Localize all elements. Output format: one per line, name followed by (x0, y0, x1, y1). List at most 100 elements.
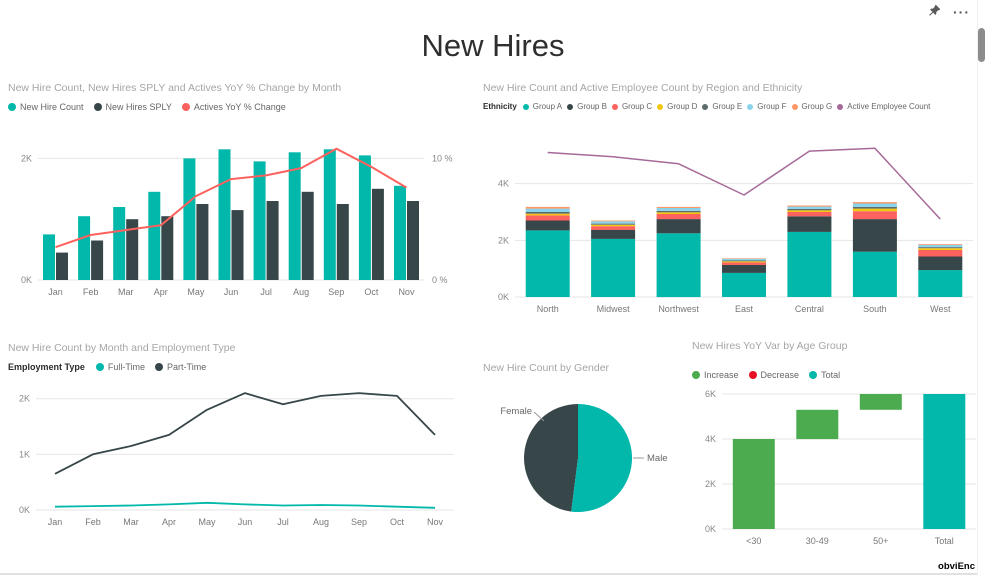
bar-new-hire-count-jan[interactable] (43, 234, 55, 280)
bar-new-hire-count-apr[interactable] (148, 191, 161, 280)
line-active-employee-count[interactable] (547, 147, 941, 220)
pie-slice-female[interactable] (524, 404, 578, 512)
bar-new-hires-sply-mar[interactable] (126, 219, 139, 280)
bar-new-hire-count-mar[interactable] (113, 207, 126, 280)
stack-group-a-midwest[interactable] (591, 238, 636, 297)
stack-group-c-west[interactable] (918, 250, 963, 257)
stack-group-d-central[interactable] (787, 210, 832, 212)
stack-group-g-south[interactable] (852, 202, 897, 204)
legend-item-group-e[interactable]: Group E (702, 102, 742, 111)
legend-item-group-c[interactable]: Group C (611, 102, 652, 111)
stack-group-b-northwest[interactable] (656, 219, 701, 234)
scrollbar[interactable] (977, 0, 986, 575)
bar-new-hires-sply-may[interactable] (196, 204, 209, 280)
stack-group-e-northwest[interactable] (656, 210, 701, 213)
bar-new-hires-sply-jan[interactable] (56, 252, 68, 280)
legend-item-group-a[interactable]: Group A (522, 102, 562, 111)
stack-group-d-south[interactable] (852, 208, 897, 212)
stack-group-f-west[interactable] (918, 244, 963, 248)
legend-item-part-time[interactable]: Part-Time (155, 362, 206, 372)
line-full-time[interactable] (54, 501, 436, 509)
bar-new-hires-sply-nov[interactable] (407, 201, 419, 280)
stack-group-c-east[interactable] (722, 262, 766, 265)
bar-new-hires-sply-feb[interactable] (91, 240, 104, 281)
bar-new-hire-count-jun[interactable] (218, 149, 231, 280)
stack-group-b-west[interactable] (918, 256, 963, 271)
bar-new-hire-count-sep[interactable] (323, 149, 336, 280)
stack-group-g-central[interactable] (787, 205, 832, 207)
waterfall-bar-total[interactable] (923, 394, 966, 529)
legend-item-actives-yoy-change[interactable]: Actives YoY % Change (181, 102, 286, 112)
stack-group-e-west[interactable] (918, 247, 963, 249)
stack-group-d-midwest[interactable] (591, 224, 636, 227)
stack-group-g-east[interactable] (722, 258, 766, 259)
stack-group-a-northwest[interactable] (656, 233, 701, 298)
bar-new-hires-sply-oct[interactable] (371, 188, 384, 280)
line-part-time[interactable] (54, 392, 436, 475)
stack-group-e-north[interactable] (525, 212, 570, 214)
stack-group-d-west[interactable] (918, 248, 963, 250)
legend-item-active-employee-count[interactable]: Active Employee Count (837, 102, 930, 111)
stack-group-c-northwest[interactable] (656, 214, 701, 220)
line-actives-yoy-change[interactable] (55, 147, 408, 249)
stack-group-b-north[interactable] (525, 220, 570, 231)
pin-icon[interactable] (926, 2, 943, 21)
stack-group-d-north[interactable] (525, 213, 570, 216)
bar-new-hire-count-jul[interactable] (253, 161, 266, 280)
legend-item-full-time[interactable]: Full-Time (95, 362, 145, 372)
bar-new-hire-count-oct[interactable] (358, 155, 371, 280)
stack-group-c-midwest[interactable] (591, 226, 636, 230)
waterfall-bar-30-49[interactable] (796, 409, 839, 440)
stack-group-a-north[interactable] (525, 230, 570, 297)
waterfall-bar-50[interactable] (859, 394, 902, 410)
bar-new-hire-count-may[interactable] (183, 158, 196, 280)
stack-group-e-midwest[interactable] (591, 223, 636, 225)
pie-slice-male[interactable] (571, 403, 633, 512)
stack-group-b-south[interactable] (852, 219, 897, 252)
stack-group-g-northwest[interactable] (656, 206, 701, 208)
stack-group-a-east[interactable] (722, 272, 766, 297)
stack-group-c-central[interactable] (787, 212, 832, 217)
bar-new-hire-count-nov[interactable] (394, 185, 406, 280)
bar-new-hires-sply-aug[interactable] (301, 191, 314, 280)
stack-group-f-south[interactable] (852, 203, 897, 207)
stack-group-b-east[interactable] (722, 265, 766, 273)
stack-group-a-south[interactable] (852, 251, 897, 297)
stack-group-c-north[interactable] (525, 215, 570, 221)
stack-group-a-central[interactable] (787, 231, 832, 297)
stack-group-d-northwest[interactable] (656, 212, 701, 214)
bar-new-hires-sply-sep[interactable] (336, 204, 349, 280)
stack-group-g-midwest[interactable] (591, 220, 636, 222)
stack-group-f-east[interactable] (722, 258, 766, 261)
bar-new-hires-sply-apr[interactable] (161, 216, 174, 280)
legend-item-new-hire-count[interactable]: New Hire Count (8, 102, 84, 112)
stack-group-g-west[interactable] (918, 244, 963, 245)
bar-new-hires-sply-jul[interactable] (266, 201, 279, 280)
legend-item-group-g[interactable]: Group G (791, 102, 832, 111)
legend-item-group-d[interactable]: Group D (657, 102, 697, 111)
stack-group-a-west[interactable] (918, 270, 963, 297)
stack-group-b-central[interactable] (787, 216, 832, 232)
legend-item-group-b[interactable]: Group B (567, 102, 607, 111)
stack-group-f-north[interactable] (525, 208, 570, 212)
legend-item-new-hires-sply[interactable]: New Hires SPLY (93, 102, 172, 112)
stack-group-c-south[interactable] (852, 211, 897, 220)
stack-group-d-east[interactable] (722, 261, 766, 263)
stack-group-b-midwest[interactable] (591, 229, 636, 239)
bar-new-hire-count-aug[interactable] (288, 152, 301, 280)
legend-item-group-f[interactable]: Group F (747, 102, 787, 111)
more-options-icon[interactable]: ··· (953, 3, 970, 20)
waterfall-bar-30[interactable] (732, 439, 775, 529)
stack-group-f-midwest[interactable] (591, 221, 636, 224)
scrollbar-thumb[interactable] (978, 28, 985, 62)
legend-item-decrease[interactable]: Decrease (748, 370, 799, 380)
bar-new-hire-count-feb[interactable] (78, 216, 91, 280)
bar-new-hires-sply-jun[interactable] (231, 210, 244, 280)
legend-item-increase[interactable]: Increase (692, 370, 739, 380)
stack-group-g-north[interactable] (525, 206, 570, 209)
stack-group-f-northwest[interactable] (656, 208, 701, 211)
stack-group-e-south[interactable] (852, 206, 897, 209)
stack-group-e-central[interactable] (787, 208, 832, 211)
stack-group-e-east[interactable] (722, 260, 766, 262)
legend-item-total[interactable]: Total (809, 370, 840, 380)
